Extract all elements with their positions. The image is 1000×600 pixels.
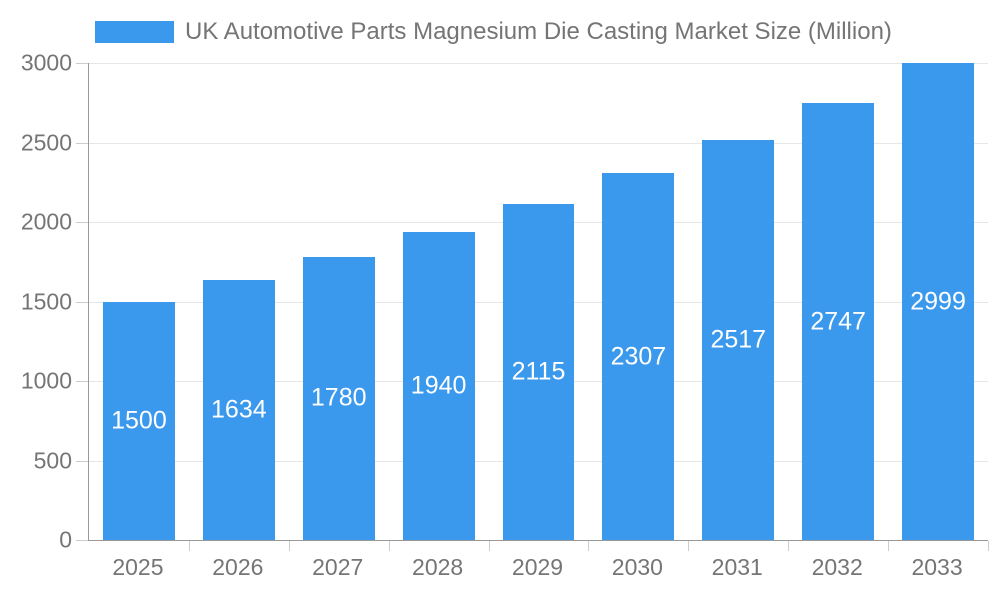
x-axis-tick xyxy=(588,541,590,551)
x-tick-label: 2031 xyxy=(711,554,763,580)
x-tick-label: 2033 xyxy=(911,554,963,580)
chart-legend: UK Automotive Parts Magnesium Die Castin… xyxy=(95,18,892,46)
legend-swatch-icon xyxy=(95,21,174,43)
bar xyxy=(502,203,575,540)
x-axis-tick xyxy=(488,541,490,551)
bar-value-label: 2999 xyxy=(910,287,966,316)
y-axis-tick xyxy=(76,540,88,541)
y-tick-label: 0 xyxy=(59,526,72,553)
bar-value-label: 1940 xyxy=(410,371,467,400)
y-tick-label: 500 xyxy=(33,447,72,473)
bar xyxy=(202,280,275,540)
x-axis-labels: 2025 2026 2027 2028 2029 2030 2031 2032 2033 xyxy=(88,554,987,586)
x-axis-tick xyxy=(388,541,390,551)
x-axis-tick xyxy=(788,541,790,551)
gridline xyxy=(89,63,988,64)
bar-value-label: 2517 xyxy=(710,325,767,354)
legend-label: UK Automotive Parts Magnesium Die Castin… xyxy=(185,18,892,45)
x-tick-label: 2028 xyxy=(412,554,464,580)
y-tick-label: 2000 xyxy=(20,208,72,235)
bar-value-label: 2747 xyxy=(810,307,866,336)
x-axis-tick xyxy=(688,541,690,551)
bar-value-label: 1780 xyxy=(310,383,367,412)
y-axis-tick xyxy=(76,63,88,64)
y-axis-labels: 0 500 1000 1500 2000 2500 3000 xyxy=(0,50,72,553)
bar xyxy=(102,301,175,540)
x-axis-tick xyxy=(188,541,190,551)
y-tick-label: 3000 xyxy=(20,49,72,76)
y-axis-tick xyxy=(76,381,88,382)
y-tick-label: 2500 xyxy=(20,129,72,155)
x-tick-label: 2032 xyxy=(811,554,863,580)
bar-value-label: 1500 xyxy=(111,406,167,435)
bar xyxy=(902,63,974,540)
plot-area: 1500 1634 1780 1940 2115 2307 2517 2747 2999 xyxy=(76,63,989,551)
bar-value-label: 2307 xyxy=(610,342,667,371)
bar xyxy=(302,256,375,540)
bar xyxy=(802,103,875,540)
y-axis-tick xyxy=(76,222,88,223)
x-tick-label: 2029 xyxy=(511,554,564,580)
bar xyxy=(602,173,675,540)
bar-value-label: 1634 xyxy=(211,395,267,424)
x-tick-label: 2027 xyxy=(312,554,364,580)
y-axis-tick xyxy=(76,142,88,144)
x-tick-label: 2025 xyxy=(112,554,164,580)
bar-value-label: 2115 xyxy=(511,357,566,386)
x-axis-tick xyxy=(988,541,989,551)
y-axis-tick xyxy=(76,301,88,303)
x-tick-label: 2026 xyxy=(212,554,264,580)
x-tick-label: 2030 xyxy=(611,554,663,580)
y-tick-label: 1500 xyxy=(20,288,72,314)
y-axis-tick xyxy=(76,460,88,462)
y-tick-label: 1000 xyxy=(20,367,72,394)
bar xyxy=(702,139,775,540)
x-axis-tick xyxy=(888,541,890,551)
bar xyxy=(402,231,475,540)
gridline xyxy=(89,142,988,144)
x-axis-tick xyxy=(288,541,290,551)
